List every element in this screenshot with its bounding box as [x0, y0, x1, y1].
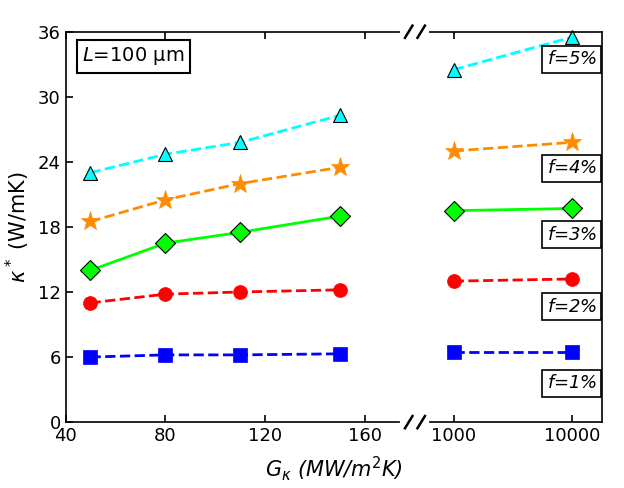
- Text: $f$=4%: $f$=4%: [547, 160, 597, 177]
- Text: $G_{\kappa}$ (MW/m$^2$K): $G_{\kappa}$ (MW/m$^2$K): [265, 454, 403, 483]
- Text: $L$=100 µm: $L$=100 µm: [82, 45, 185, 67]
- Text: $f$=3%: $f$=3%: [547, 226, 597, 244]
- Text: $f$=5%: $f$=5%: [547, 50, 597, 68]
- Text: $f$=1%: $f$=1%: [547, 374, 597, 392]
- Y-axis label: $\kappa^*$ (W/mK): $\kappa^*$ (W/mK): [4, 171, 32, 283]
- Text: $f$=2%: $f$=2%: [547, 298, 597, 316]
